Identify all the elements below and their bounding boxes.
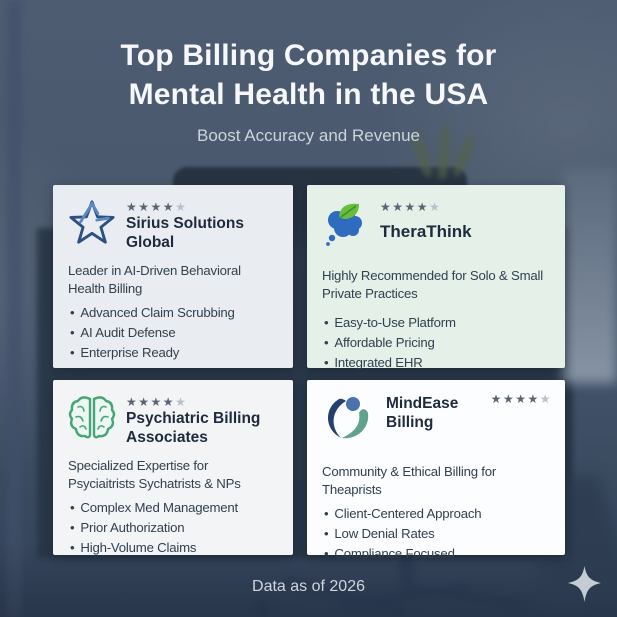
feature-list: • Easy-to-Use Platform • Affordable Pricin… [322,313,550,373]
company-card-psychiatric-billing: ★★★★★ Psychiatric Billing Associates Spe… [53,380,293,555]
data-note: Data as of 2026 [252,578,365,595]
rating-stars: ★★★★★ [126,200,188,214]
company-name: MindEase Billing [386,395,459,431]
list-item: • High-Volume Claims [70,539,197,555]
rating-stars: ★★★★★ [490,392,552,406]
person-swoosh-icon [322,393,376,450]
list-item: • Advanced Claim Scrubbing [70,304,235,320]
page-title-line2: Mental Health in the USA [128,78,489,111]
thought-bubble-leaf-icon [322,198,370,253]
list-item: • Client-Centered Approach [324,505,482,521]
list-item: • Compliance Focused [324,545,455,561]
list-item: • Affordable Pricing [324,334,435,350]
feature-list: • Advanced Claim Scrubbing • AI Audit Defe… [68,303,278,363]
page-subtitle: Boost Accuracy and Revenue [196,126,421,145]
list-item: • Low Denial Rates [324,525,435,541]
page-title: Top Billing Companies for Mental Health … [0,36,617,114]
feature-list: • Complex Med Management • Prior Authoriza… [68,498,278,558]
rating-stars: ★★★★★ [126,395,188,409]
list-item: • Complex Med Management [70,499,239,515]
page-title-line1: Top Billing Companies for [120,39,497,72]
company-card-therathink: ★★★★★ TheraThink Highly Recommended for … [307,185,565,370]
company-description: Community & Ethical Billing for Theapris… [322,464,497,497]
list-item: • Enterprise Ready [70,344,180,360]
company-description: Highly Recommended for Solo & Small Priv… [322,268,543,301]
list-item: • Prior Authorization [70,519,185,535]
company-description: Specialized Expertise for Psyciaitrists … [68,458,241,491]
company-card-sirius: ★★★★★ Sirius Solutions Global Leader in … [53,185,293,368]
company-card-mindease: ★★★★★ MindEase Billing Community & Ethic… [307,380,565,561]
company-name: Psychiatric Billing Associates [126,410,261,446]
sirius-star-logo-icon [68,198,116,253]
brain-icon [68,393,116,448]
feature-list: • Client-Centered Approach • Low Denial Ra… [322,504,550,564]
rating-stars: ★★★★★ [380,200,442,214]
company-name: Sirius Solutions Global [126,215,244,251]
company-description: Leader in AI-Driven Behavioral Health Bi… [68,263,241,296]
wall-light-band [563,168,617,383]
list-item: • Integrated EHR [324,354,423,370]
sparkle-icon [568,566,601,607]
company-name: TheraThink [380,222,472,241]
list-item: • Easy-to-Use Platform [324,314,456,330]
list-item: • AI Audit Defense [70,324,176,340]
